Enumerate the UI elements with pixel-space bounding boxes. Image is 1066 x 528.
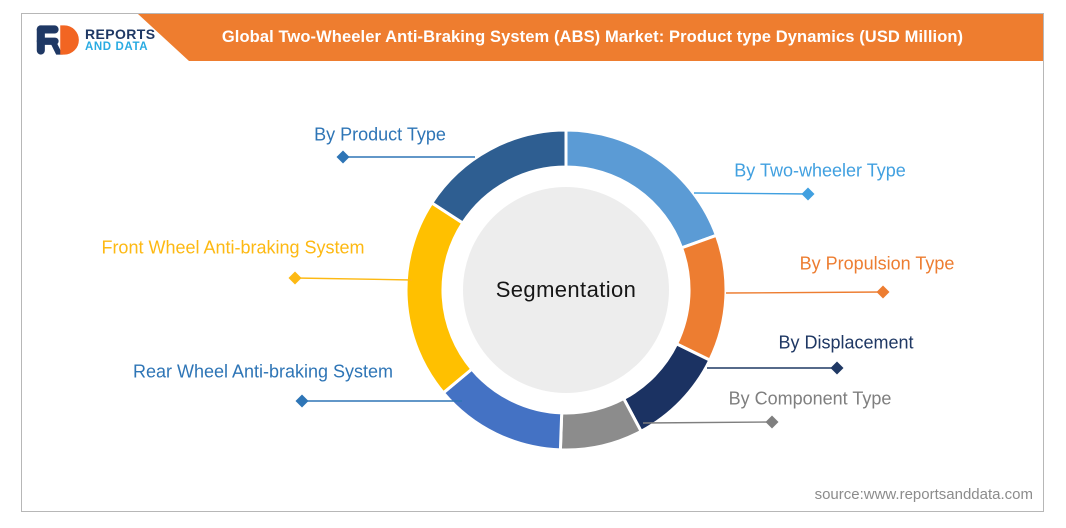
diamond-marker-icon-by-propulsion-type (876, 285, 890, 299)
diamond-marker-icon-by-two-wheeler-type (801, 187, 815, 201)
brand-logo: REPORTS AND DATA (34, 23, 155, 57)
diamond-marker-icon-front-wheel-anti-braking-system (288, 271, 302, 285)
logo-text-and-data: AND DATA (85, 41, 149, 54)
diamond-marker-icon-by-product-type (336, 150, 350, 164)
callout-label-rear-wheel-anti-braking-system: Rear Wheel Anti-braking System (132, 361, 394, 382)
donut-segment-by-propulsion-type (674, 233, 728, 363)
callout-label-by-component-type: By Component Type (728, 388, 892, 409)
callout-label-by-two-wheeler-type: By Two-wheeler Type (734, 160, 906, 181)
donut-segment-by-component-type (558, 396, 644, 452)
donut-segment-by-product-type (429, 128, 568, 226)
callout-label-by-displacement: By Displacement (778, 332, 914, 353)
diamond-marker-icon-by-displacement (830, 361, 844, 375)
callout-label-by-propulsion-type: By Propulsion Type (799, 253, 955, 274)
callout-label-by-product-type: By Product Type (314, 124, 446, 145)
callout-line-front-wheel-anti-braking-system (294, 277, 413, 281)
callout-line-by-component-type (642, 421, 773, 424)
header-banner: Global Two-Wheeler Anti-Braking System (… (22, 14, 1043, 61)
callout-label-front-wheel-anti-braking-system: Front Wheel Anti-braking System (101, 237, 365, 258)
diamond-marker-icon-rear-wheel-anti-braking-system (295, 394, 309, 408)
callout-line-by-propulsion-type (725, 291, 884, 294)
source-text: source:www.reportsanddata.com (814, 486, 1033, 503)
segmentation-label: Segmentation (495, 277, 637, 302)
page-title: Global Two-Wheeler Anti-Braking System (… (221, 28, 964, 46)
logo-text-reports: REPORTS (85, 25, 156, 42)
brand-logo-mark-icon (36, 25, 79, 55)
donut-segment-front-wheel-anti-braking-system (404, 200, 474, 395)
diamond-marker-icon-by-component-type (765, 415, 779, 429)
donut-center-circle (463, 187, 669, 393)
callout-line-by-two-wheeler-type (693, 192, 809, 195)
brand-logo-text: REPORTS AND DATA (85, 25, 156, 54)
